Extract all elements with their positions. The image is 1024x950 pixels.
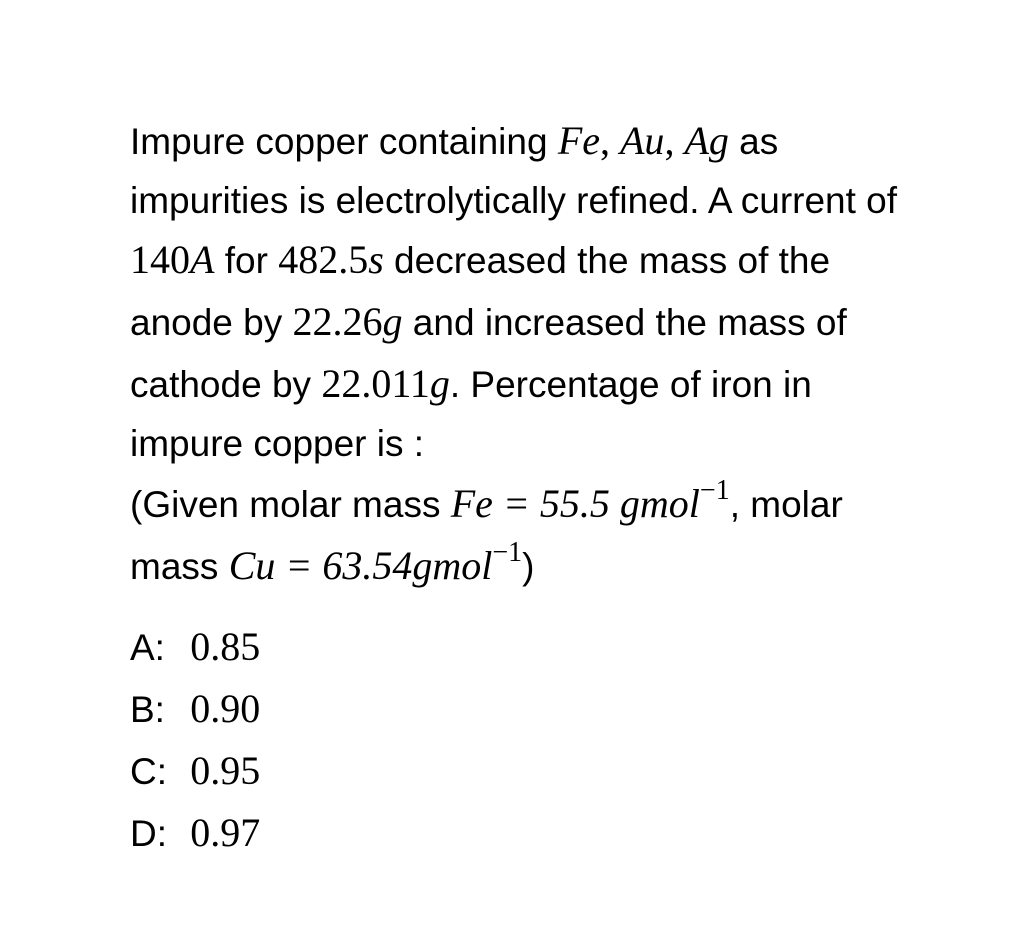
anode-mass: 22.26 — [293, 299, 383, 344]
option-a[interactable]: A: 0.85 — [130, 617, 924, 677]
anode-unit: g — [383, 299, 403, 344]
time-unit: s — [368, 237, 384, 282]
current-value: 140 — [130, 237, 190, 282]
option-b-label: B: — [130, 682, 180, 738]
cu-molar-eq: Cu = 63.54 — [229, 543, 413, 588]
var-fe: Fe — [558, 118, 600, 163]
comma-1: , — [600, 118, 620, 163]
time-value: 482.5 — [278, 237, 368, 282]
text-part-9: ) — [522, 546, 534, 587]
cathode-mass: 22.011 — [321, 361, 430, 406]
option-b[interactable]: B: 0.90 — [130, 679, 924, 739]
cu-exp: −1 — [492, 537, 522, 568]
comma-2: , — [664, 118, 684, 163]
option-d[interactable]: D: 0.97 — [130, 803, 924, 863]
option-c[interactable]: C: 0.95 — [130, 741, 924, 801]
options-list: A: 0.85 B: 0.90 C: 0.95 D: 0.97 — [130, 617, 924, 863]
option-a-label: A: — [130, 620, 180, 676]
var-au: Au — [620, 118, 664, 163]
cu-molar-unit: gmol — [412, 543, 492, 588]
option-a-value: 0.85 — [190, 624, 260, 669]
cathode-unit: g — [430, 361, 450, 406]
question-body: Impure copper containing Fe, Au, Ag as i… — [130, 110, 924, 597]
text-part-1: Impure copper containing — [130, 121, 558, 162]
fe-molar-eq: Fe = 55.5 — [451, 481, 620, 526]
option-c-value: 0.95 — [190, 748, 260, 793]
text-part-7: (Given molar mass — [130, 484, 451, 525]
option-c-label: C: — [130, 744, 180, 800]
fe-molar-unit: gmol — [620, 481, 700, 526]
text-part-3: for — [214, 240, 278, 281]
var-ag: Ag — [684, 118, 728, 163]
option-d-label: D: — [130, 806, 180, 862]
option-b-value: 0.90 — [190, 686, 260, 731]
current-unit: A — [190, 237, 214, 282]
option-d-value: 0.97 — [190, 810, 260, 855]
fe-exp: −1 — [700, 475, 730, 506]
